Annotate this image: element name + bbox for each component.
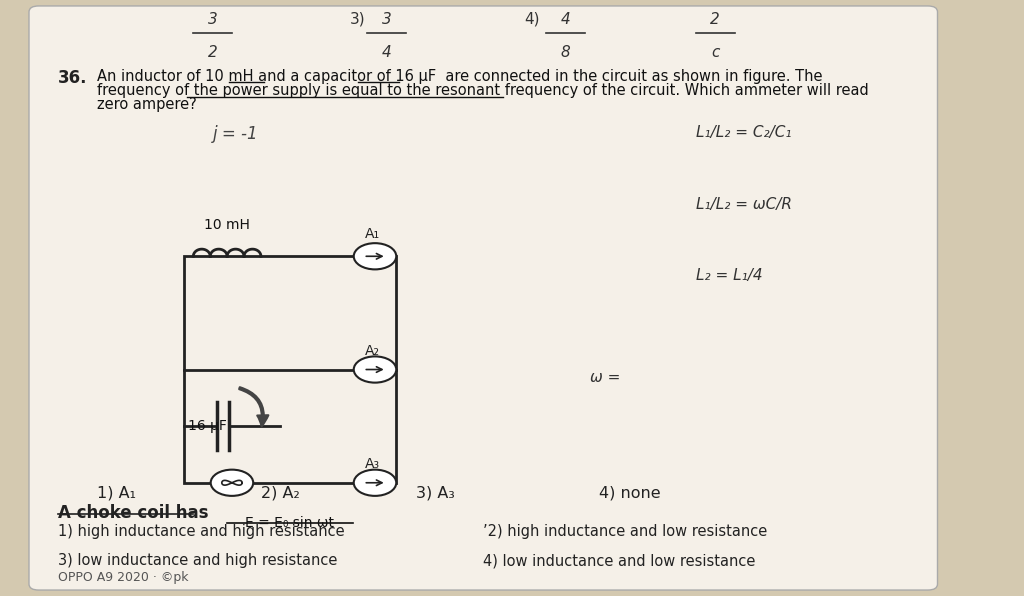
- Bar: [183, 256, 396, 483]
- Text: 8: 8: [560, 45, 570, 60]
- FancyArrowPatch shape: [240, 387, 268, 426]
- Text: 4): 4): [524, 12, 540, 27]
- Text: An inductor of 10 mH and a capacitor of 16 μF  are connected in the circuit as s: An inductor of 10 mH and a capacitor of …: [96, 69, 822, 83]
- Text: A₁: A₁: [366, 228, 381, 241]
- Text: ’2) high inductance and low resistance: ’2) high inductance and low resistance: [483, 524, 768, 539]
- Text: 10 mH: 10 mH: [204, 219, 250, 232]
- Circle shape: [211, 470, 253, 496]
- Text: A₂: A₂: [366, 344, 380, 358]
- Text: frequency of the power supply is equal to the resonant frequency of the circuit.: frequency of the power supply is equal t…: [96, 83, 868, 98]
- Text: 4) none: 4) none: [599, 486, 660, 501]
- Text: zero ampere?: zero ampere?: [96, 97, 197, 111]
- Text: A choke coil has: A choke coil has: [58, 504, 209, 522]
- Text: j = -1: j = -1: [213, 125, 258, 143]
- Circle shape: [353, 356, 396, 383]
- Text: 2: 2: [208, 45, 217, 60]
- Text: 4: 4: [560, 12, 570, 27]
- Text: ω =: ω =: [590, 370, 620, 384]
- Text: 3: 3: [208, 12, 217, 27]
- Text: c: c: [711, 45, 720, 60]
- Text: 2) A₂: 2) A₂: [261, 486, 300, 501]
- Text: 3) low inductance and high resistance: 3) low inductance and high resistance: [58, 553, 337, 568]
- Text: L₁/L₂ = ωC/R: L₁/L₂ = ωC/R: [696, 197, 792, 212]
- Text: OPPO A9 2020 · ©pk: OPPO A9 2020 · ©pk: [58, 571, 188, 584]
- Text: L₂ = L₁/4: L₂ = L₁/4: [696, 268, 763, 283]
- Text: 3: 3: [382, 12, 391, 27]
- Circle shape: [353, 243, 396, 269]
- Circle shape: [353, 470, 396, 496]
- Text: E = E₀ sin ωt: E = E₀ sin ωt: [246, 516, 335, 529]
- Text: 3) A₃: 3) A₃: [416, 486, 455, 501]
- Text: 1) high inductance and high resistance: 1) high inductance and high resistance: [58, 524, 345, 539]
- Text: 4) low inductance and low resistance: 4) low inductance and low resistance: [483, 553, 756, 568]
- Text: 36.: 36.: [58, 69, 87, 86]
- FancyBboxPatch shape: [29, 6, 938, 590]
- Text: 3): 3): [350, 12, 366, 27]
- Text: 16 μF: 16 μF: [188, 419, 227, 433]
- Text: 2: 2: [711, 12, 720, 27]
- Text: L₁/L₂ = C₂/C₁: L₁/L₂ = C₂/C₁: [696, 125, 792, 140]
- Text: 4: 4: [382, 45, 391, 60]
- Text: 1) A₁: 1) A₁: [96, 486, 135, 501]
- Text: A₃: A₃: [366, 457, 381, 471]
